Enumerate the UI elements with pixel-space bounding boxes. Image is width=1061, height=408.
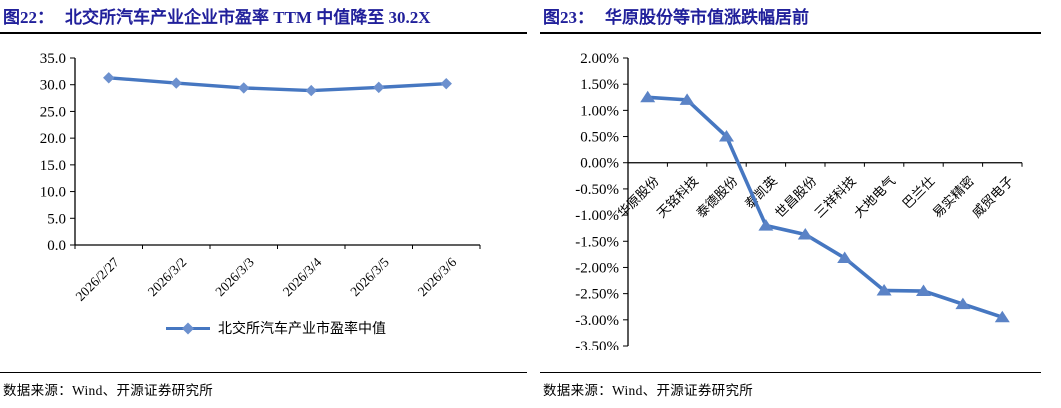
svg-text:2026/3/2: 2026/3/2: [145, 255, 190, 300]
svg-text:2026/2/27: 2026/2/27: [73, 254, 122, 303]
chart-legend: 北交所汽车产业市盈率中值: [24, 318, 527, 338]
svg-text:天铭科技: 天铭科技: [654, 173, 701, 220]
figure-label: 图23：: [543, 8, 594, 27]
legend-line-marker-icon: [166, 322, 210, 334]
svg-text:大地电气: 大地电气: [851, 173, 898, 220]
figure-title: 图23： 华原股份等市值涨跌幅居前: [540, 0, 1041, 34]
svg-text:泰凯英: 泰凯英: [742, 173, 780, 211]
svg-text:30.0: 30.0: [40, 78, 66, 94]
svg-text:5.0: 5.0: [47, 211, 66, 227]
svg-text:20.0: 20.0: [40, 131, 66, 147]
svg-text:-1.50%: -1.50%: [575, 234, 619, 250]
svg-text:25.0: 25.0: [40, 104, 66, 120]
svg-text:2026/3/5: 2026/3/5: [347, 254, 392, 299]
svg-text:三祥科技: 三祥科技: [811, 173, 858, 220]
svg-text:威贸电子: 威贸电子: [969, 173, 1016, 220]
svg-text:0.50%: 0.50%: [580, 130, 619, 146]
svg-text:华原股份: 华原股份: [614, 173, 661, 220]
svg-text:-3.50%: -3.50%: [575, 339, 619, 350]
source-divider: [540, 372, 1041, 373]
figure-title-text: 北交所汽车产业企业市盈率 TTM 中值降至 30.2X: [65, 8, 431, 27]
svg-text:15.0: 15.0: [40, 158, 66, 174]
svg-text:-2.00%: -2.00%: [575, 260, 619, 276]
svg-text:-0.50%: -0.50%: [575, 182, 619, 198]
svg-text:2026/3/3: 2026/3/3: [212, 254, 257, 299]
svg-text:10.0: 10.0: [40, 185, 66, 201]
figure-title-text: 华原股份等市值涨跌幅居前: [605, 8, 809, 27]
svg-text:-3.00%: -3.00%: [575, 313, 619, 329]
svg-text:1.00%: 1.00%: [580, 103, 619, 119]
figure-panel-22: 图22： 北交所汽车产业企业市盈率 TTM 中值降至 30.2X 0.0 5.0 10…: [0, 0, 527, 408]
svg-text:2.00%: 2.00%: [580, 51, 619, 67]
svg-text:世昌股份: 世昌股份: [772, 173, 819, 220]
source-note: 数据来源：Wind、开源证券研究所: [543, 383, 754, 398]
figure-panel-23: 图23： 华原股份等市值涨跌幅居前 -3.50% -3.00% -2.50% -2.00…: [540, 0, 1061, 408]
svg-text:1.50%: 1.50%: [580, 77, 619, 93]
figure-label: 图22：: [3, 8, 54, 27]
svg-text:0.00%: 0.00%: [580, 156, 619, 172]
svg-text:泰德股份: 泰德股份: [693, 173, 740, 220]
svg-text:2026/3/6: 2026/3/6: [415, 254, 460, 299]
pe-ttm-line-chart: 0.0 5.0 10.0 15.0 20.0 25.0 30.0 35.0 2026/2/27 2…: [40, 51, 481, 304]
source-note: 数据来源：Wind、开源证券研究所: [3, 383, 214, 398]
market-cap-change-line-chart: -3.50% -3.00% -2.50% -2.00% -1.50% -1.00% -0.5…: [575, 51, 1023, 350]
figure-title: 图22： 北交所汽车产业企业市盈率 TTM 中值降至 30.2X: [0, 0, 527, 34]
legend-label: 北交所汽车产业市盈率中值: [218, 322, 386, 337]
svg-text:-2.50%: -2.50%: [575, 287, 619, 303]
svg-text:2026/3/4: 2026/3/4: [280, 254, 325, 299]
svg-text:-1.00%: -1.00%: [575, 208, 619, 224]
source-divider: [0, 372, 527, 373]
svg-text:35.0: 35.0: [40, 51, 66, 67]
svg-text:0.0: 0.0: [47, 238, 66, 254]
svg-text:易实精密: 易实精密: [930, 173, 977, 220]
svg-text:巴兰仕: 巴兰仕: [899, 173, 937, 211]
